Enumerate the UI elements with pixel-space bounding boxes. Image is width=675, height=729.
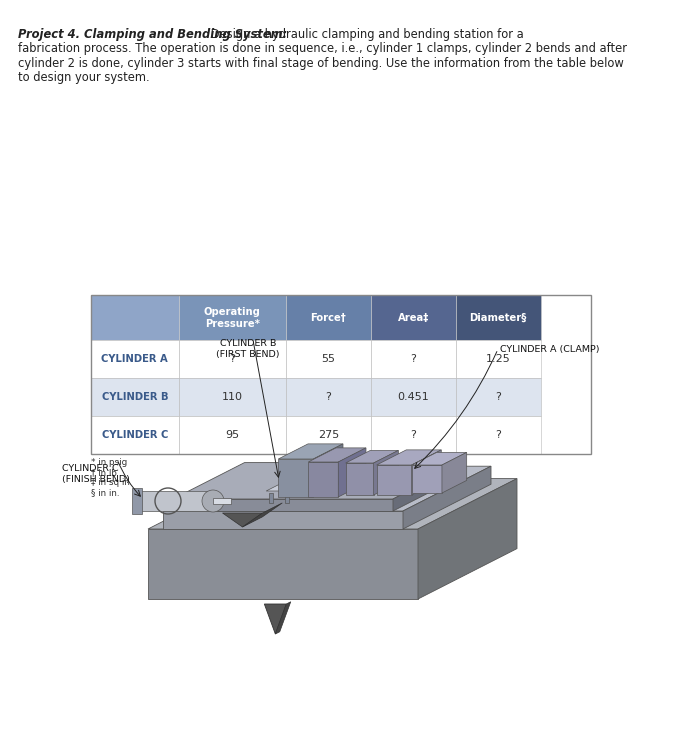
Text: § in in.: § in in. <box>91 488 119 497</box>
Bar <box>178 295 286 340</box>
Text: 110: 110 <box>221 392 243 402</box>
Text: CYLINDER C
(FINISH BEND): CYLINDER C (FINISH BEND) <box>62 464 130 484</box>
Text: ‡ in sq in: ‡ in sq in <box>91 478 130 487</box>
Bar <box>456 416 541 454</box>
Text: Design a hydraulic clamping and bending station for a: Design a hydraulic clamping and bending … <box>207 28 524 41</box>
Bar <box>286 295 371 340</box>
Text: ?: ? <box>410 430 416 440</box>
Text: ?: ? <box>495 392 501 402</box>
Bar <box>91 340 178 378</box>
Bar <box>371 340 456 378</box>
Polygon shape <box>163 511 403 529</box>
Polygon shape <box>377 465 412 495</box>
Polygon shape <box>173 499 393 511</box>
Text: to design your system.: to design your system. <box>18 71 150 85</box>
Text: 275: 275 <box>318 430 339 440</box>
Polygon shape <box>278 459 313 497</box>
Bar <box>91 295 591 454</box>
Text: Force†: Force† <box>310 313 346 323</box>
Bar <box>178 416 286 454</box>
Polygon shape <box>275 601 291 634</box>
Polygon shape <box>442 453 466 493</box>
Text: † in lb: † in lb <box>91 468 117 477</box>
Text: 95: 95 <box>225 430 240 440</box>
Polygon shape <box>266 478 313 491</box>
Text: Area‡: Area‡ <box>398 313 429 323</box>
Bar <box>456 340 541 378</box>
Bar <box>132 488 142 514</box>
Polygon shape <box>265 604 286 634</box>
Polygon shape <box>346 451 398 463</box>
Text: * in psig: * in psig <box>91 458 128 467</box>
Polygon shape <box>163 467 491 511</box>
Polygon shape <box>308 448 366 462</box>
Polygon shape <box>173 463 464 499</box>
Polygon shape <box>377 450 441 465</box>
Text: fabrication process. The operation is done in sequence, i.e., cylinder 1 clamps,: fabrication process. The operation is do… <box>18 42 627 55</box>
Circle shape <box>202 490 224 512</box>
Polygon shape <box>313 444 343 497</box>
Text: CYLINDER B: CYLINDER B <box>101 392 168 402</box>
Text: ?: ? <box>325 392 331 402</box>
Polygon shape <box>223 513 263 527</box>
Polygon shape <box>148 529 418 599</box>
Bar <box>371 295 456 340</box>
Bar <box>213 498 231 504</box>
Polygon shape <box>412 450 441 495</box>
Bar <box>91 416 178 454</box>
Text: cylinder 2 is done, cylinder 3 starts with final stage of bending. Use the infor: cylinder 2 is done, cylinder 3 starts wi… <box>18 57 624 70</box>
Circle shape <box>376 471 396 491</box>
Text: CYLINDER C: CYLINDER C <box>102 430 168 440</box>
Polygon shape <box>412 453 466 465</box>
Polygon shape <box>346 463 374 495</box>
Text: ?: ? <box>230 354 235 364</box>
Text: 55: 55 <box>321 354 335 364</box>
Text: CYLINDER A: CYLINDER A <box>101 354 168 364</box>
Circle shape <box>291 467 313 489</box>
Polygon shape <box>418 479 517 599</box>
Polygon shape <box>412 465 442 493</box>
Bar <box>178 378 286 416</box>
Polygon shape <box>403 467 491 529</box>
Polygon shape <box>285 493 289 503</box>
Text: Project 4. Clamping and Bending System:: Project 4. Clamping and Bending System: <box>18 28 288 41</box>
Polygon shape <box>374 451 398 495</box>
Text: ?: ? <box>495 430 501 440</box>
Bar <box>286 340 371 378</box>
Bar <box>286 416 371 454</box>
Polygon shape <box>269 493 273 503</box>
Bar <box>178 340 286 378</box>
Text: CYLINDER B
(FIRST BEND): CYLINDER B (FIRST BEND) <box>216 339 279 359</box>
Bar <box>371 378 456 416</box>
Bar <box>286 378 371 416</box>
Bar <box>371 416 456 454</box>
Bar <box>387 472 437 490</box>
Polygon shape <box>148 479 517 529</box>
Polygon shape <box>338 448 366 497</box>
Bar <box>91 378 178 416</box>
Bar <box>456 378 541 416</box>
Polygon shape <box>242 503 282 527</box>
Text: 0.451: 0.451 <box>398 392 429 402</box>
Text: CYLINDER A (CLAMP): CYLINDER A (CLAMP) <box>500 345 599 354</box>
Text: Operating
Pressure*: Operating Pressure* <box>204 307 261 329</box>
Polygon shape <box>278 444 343 459</box>
Bar <box>138 491 213 511</box>
Polygon shape <box>308 462 338 497</box>
Text: ?: ? <box>410 354 416 364</box>
Bar <box>456 295 541 340</box>
Text: 1.25: 1.25 <box>486 354 510 364</box>
Bar <box>91 295 178 340</box>
Text: Diameter§: Diameter§ <box>470 313 527 323</box>
Polygon shape <box>393 463 464 511</box>
